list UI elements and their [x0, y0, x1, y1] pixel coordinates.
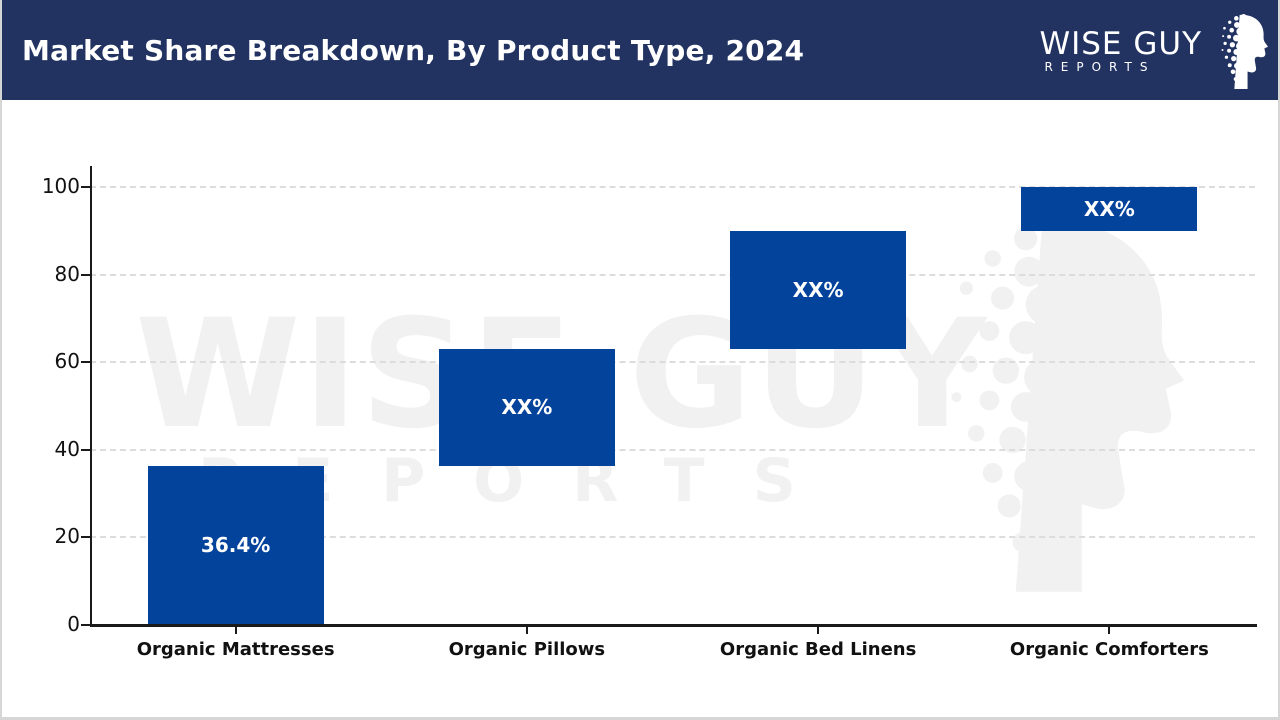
- x-tick: [817, 627, 820, 634]
- x-tick: [525, 627, 528, 634]
- y-tick-label: 20: [54, 524, 80, 549]
- y-tick-label: 0: [67, 612, 80, 636]
- bar: XX%: [730, 230, 907, 350]
- y-tick: [81, 186, 90, 188]
- gridline: [90, 273, 1255, 276]
- y-tick: [81, 448, 90, 451]
- y-tick-label: 60: [54, 349, 80, 374]
- watermark-head-profile-icon: [951, 217, 1185, 592]
- y-tick-label: 40: [54, 436, 80, 461]
- gridline: [90, 361, 1255, 364]
- page-title: Market Share Breakdown, By Product Type,…: [22, 33, 805, 67]
- header-bar: Market Share Breakdown, By Product Type,…: [2, 0, 1278, 100]
- x-tick: [1108, 627, 1111, 634]
- bar-value-label: XX%: [501, 395, 553, 420]
- x-category-label: Organic Mattresses: [136, 639, 335, 660]
- bar: XX%: [1021, 187, 1198, 231]
- x-tick: [234, 627, 237, 634]
- bar-value-label: 36.4%: [200, 533, 271, 558]
- x-category-label: Organic Pillows: [448, 639, 606, 660]
- y-tick: [81, 273, 90, 276]
- y-tick: [81, 536, 90, 539]
- head-profile-icon: [1221, 14, 1269, 89]
- gridline: [90, 448, 1255, 451]
- bar: 36.4%: [147, 465, 324, 625]
- logo-wordmark: WISE GUY: [1039, 25, 1202, 62]
- wise-guy-reports-logo: WISE GUY REPORTS: [1039, 11, 1270, 91]
- bar-value-label: XX%: [1083, 196, 1135, 221]
- bar: XX%: [438, 349, 615, 466]
- y-tick: [81, 624, 90, 626]
- gridline: [90, 186, 1255, 188]
- y-tick: [81, 361, 90, 364]
- x-category-label: Organic Comforters: [1009, 639, 1209, 660]
- logo-text: WISE GUY REPORTS: [1039, 28, 1202, 75]
- bar-value-label: XX%: [792, 277, 844, 302]
- y-axis-line: [90, 166, 92, 626]
- y-tick-label: 100: [41, 174, 80, 198]
- x-axis-line: [90, 624, 1257, 627]
- gridline: [90, 536, 1255, 539]
- logo-subtitle: REPORTS: [1044, 60, 1156, 75]
- y-tick-label: 80: [54, 261, 80, 286]
- x-category-label: Organic Bed Linens: [719, 639, 917, 660]
